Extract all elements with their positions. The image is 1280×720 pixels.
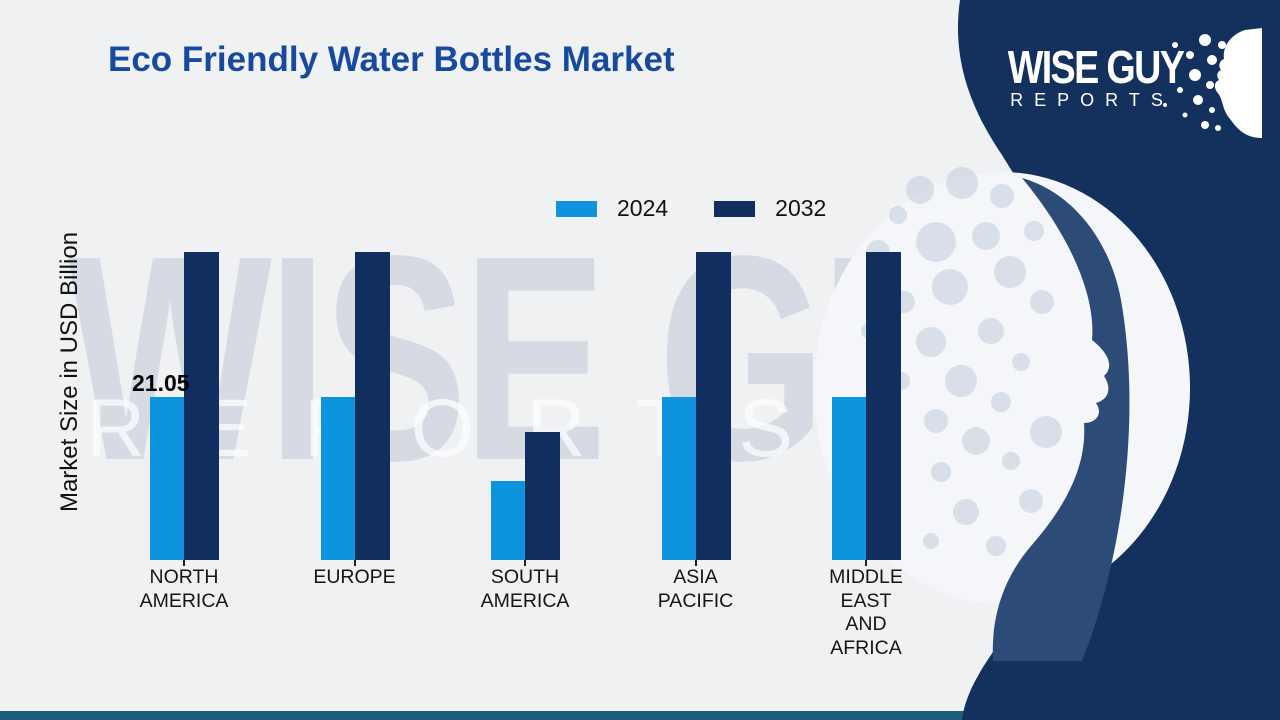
legend-item-2032: 2032 xyxy=(714,195,826,222)
category-label-asia-pacific: ASIA PACIFIC xyxy=(657,566,734,612)
brand-wordmark: WISE GUY xyxy=(1007,41,1185,93)
bar-2024-europe xyxy=(320,397,355,560)
legend-label: 2032 xyxy=(775,195,827,221)
x-axis-tick xyxy=(524,560,526,566)
legend-swatch-2032 xyxy=(714,200,756,217)
x-axis-tick xyxy=(353,560,356,566)
bar-2032-asia-pacific xyxy=(695,252,731,560)
brand-wordmark-sub: REPORTS xyxy=(1010,90,1174,110)
bar-2024-middle-east-and-africa xyxy=(832,397,866,560)
x-axis-tick xyxy=(183,560,185,566)
footer-accent-bar xyxy=(0,711,1280,720)
legend-label: 2024 xyxy=(617,195,669,221)
legend-item-2024: 2024 xyxy=(556,195,668,222)
category-label-north-america: NORTH AMERICA xyxy=(139,566,229,612)
bar-2032-europe xyxy=(354,252,390,560)
x-axis-tick xyxy=(694,560,697,566)
bar-2024-south-america xyxy=(491,481,525,560)
bar-2024-north-america xyxy=(150,397,184,560)
bar-2032-south-america xyxy=(525,432,560,560)
bar-value-label: 21.05 xyxy=(132,370,190,396)
bar-2024-asia-pacific xyxy=(661,397,696,560)
chart-legend: 2024 2032 xyxy=(556,195,826,222)
category-label-middle-east-and-africa: MIDDLE EAST AND AFRICA xyxy=(829,566,903,659)
legend-swatch-2024 xyxy=(556,200,597,217)
category-label-south-america: SOUTH AMERICA xyxy=(480,566,570,612)
category-label-europe: EUROPE xyxy=(313,566,396,588)
bar-2032-north-america xyxy=(184,252,219,560)
page-title: Eco Friendly Water Bottles Market xyxy=(108,40,675,79)
bar-2032-middle-east-and-africa xyxy=(866,252,901,560)
